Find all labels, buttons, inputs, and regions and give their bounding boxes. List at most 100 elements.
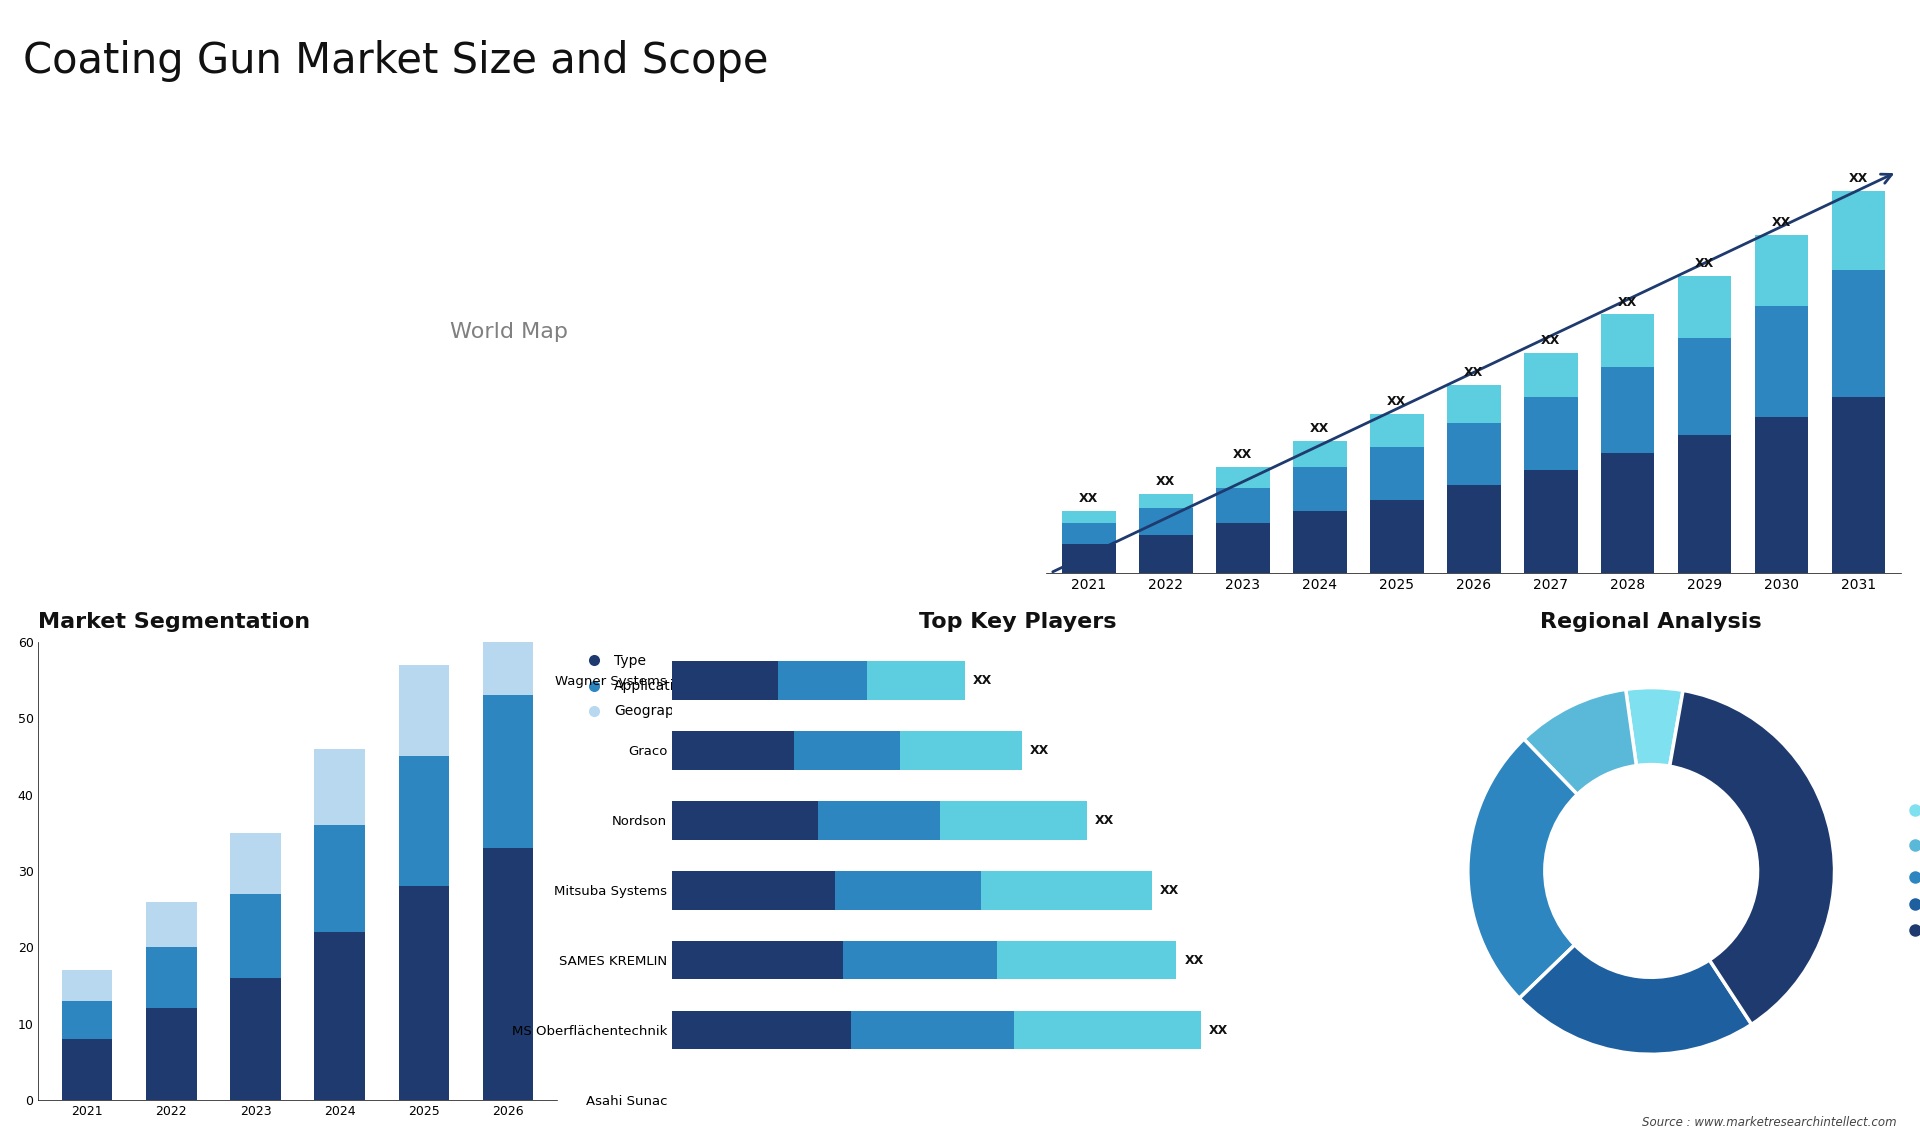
Bar: [996, 941, 1177, 980]
Text: XX: XX: [1029, 744, 1048, 756]
Bar: [482, 588, 534, 696]
Bar: [315, 932, 365, 1100]
Text: World Map: World Map: [449, 322, 568, 343]
Text: Coating Gun Market Size and Scope: Coating Gun Market Size and Scope: [23, 40, 768, 83]
Text: XX: XX: [1185, 953, 1204, 967]
Title: Top Key Players: Top Key Players: [920, 612, 1116, 631]
Bar: [1139, 494, 1192, 509]
Bar: [315, 825, 365, 932]
Bar: [1215, 523, 1269, 573]
Bar: [1678, 276, 1732, 338]
Bar: [1369, 447, 1423, 500]
Title: Regional Analysis: Regional Analysis: [1540, 612, 1763, 631]
Bar: [482, 848, 534, 1100]
Text: XX: XX: [1160, 884, 1179, 897]
Text: XX: XX: [1772, 217, 1791, 229]
Bar: [835, 871, 981, 910]
Bar: [146, 948, 196, 1008]
Text: Source : www.marketresearchintellect.com: Source : www.marketresearchintellect.com: [1642, 1116, 1897, 1129]
Legend: Type, Application, Geography: Type, Application, Geography: [574, 649, 697, 724]
Bar: [61, 1000, 113, 1039]
Bar: [672, 731, 795, 770]
Bar: [1446, 485, 1501, 573]
Bar: [315, 748, 365, 825]
Bar: [851, 1011, 1014, 1050]
Bar: [1832, 397, 1885, 573]
Bar: [61, 1039, 113, 1100]
Text: Market Segmentation: Market Segmentation: [38, 612, 311, 631]
Bar: [1369, 415, 1423, 447]
Bar: [1524, 470, 1578, 573]
Bar: [230, 978, 280, 1100]
Bar: [482, 696, 534, 848]
Bar: [399, 756, 449, 886]
Bar: [900, 731, 1021, 770]
Bar: [1062, 543, 1116, 573]
Bar: [146, 1008, 196, 1100]
Bar: [672, 941, 843, 980]
Text: XX: XX: [1463, 366, 1484, 379]
Bar: [1755, 306, 1809, 417]
Wedge shape: [1519, 944, 1751, 1054]
Text: XX: XX: [1210, 1023, 1229, 1037]
Bar: [61, 971, 113, 1000]
Wedge shape: [1469, 739, 1578, 998]
Bar: [818, 801, 941, 840]
Bar: [1755, 235, 1809, 306]
Bar: [1601, 314, 1655, 368]
Bar: [1601, 453, 1655, 573]
Bar: [941, 801, 1087, 840]
Wedge shape: [1524, 690, 1636, 794]
Text: XX: XX: [1079, 493, 1098, 505]
Bar: [399, 665, 449, 756]
Bar: [1678, 434, 1732, 573]
Text: XX: XX: [1619, 296, 1638, 308]
Text: XX: XX: [973, 674, 993, 686]
Bar: [1014, 1011, 1200, 1050]
Text: XX: XX: [1695, 258, 1715, 270]
Bar: [1446, 385, 1501, 423]
Legend: Latin America, Middle East &
Africa, Asia Pacific, Europe, North America: Latin America, Middle East & Africa, Asi…: [1897, 799, 1920, 943]
Text: XX: XX: [1386, 395, 1405, 408]
Bar: [1678, 338, 1732, 434]
Bar: [672, 801, 818, 840]
Bar: [1215, 488, 1269, 523]
Bar: [1832, 270, 1885, 397]
Bar: [981, 871, 1152, 910]
Bar: [1139, 509, 1192, 535]
Bar: [795, 731, 900, 770]
Bar: [778, 661, 868, 700]
Text: XX: XX: [1309, 422, 1329, 434]
Bar: [672, 661, 778, 700]
Bar: [399, 886, 449, 1100]
Bar: [868, 661, 964, 700]
Bar: [1062, 523, 1116, 543]
Bar: [1292, 441, 1346, 468]
Text: XX: XX: [1156, 474, 1175, 488]
Bar: [1832, 191, 1885, 270]
Bar: [1601, 368, 1655, 453]
Bar: [1524, 397, 1578, 470]
Wedge shape: [1626, 688, 1684, 767]
Text: XX: XX: [1094, 814, 1114, 826]
Bar: [1139, 535, 1192, 573]
Bar: [230, 833, 280, 894]
Bar: [146, 902, 196, 948]
Bar: [1215, 468, 1269, 488]
Bar: [1446, 423, 1501, 485]
Bar: [1524, 353, 1578, 397]
Bar: [843, 941, 996, 980]
Text: XX: XX: [1233, 448, 1252, 462]
Bar: [1062, 511, 1116, 523]
Bar: [672, 871, 835, 910]
Wedge shape: [1670, 690, 1834, 1025]
Text: MARKET
RESEARCH
INTELLECT: MARKET RESEARCH INTELLECT: [1709, 53, 1772, 91]
Bar: [1292, 468, 1346, 511]
Polygon shape: [1655, 23, 1699, 120]
Bar: [1755, 417, 1809, 573]
Text: XX: XX: [1542, 333, 1561, 347]
Bar: [1369, 500, 1423, 573]
Text: XX: XX: [1849, 172, 1868, 186]
Bar: [230, 894, 280, 978]
Bar: [1292, 511, 1346, 573]
